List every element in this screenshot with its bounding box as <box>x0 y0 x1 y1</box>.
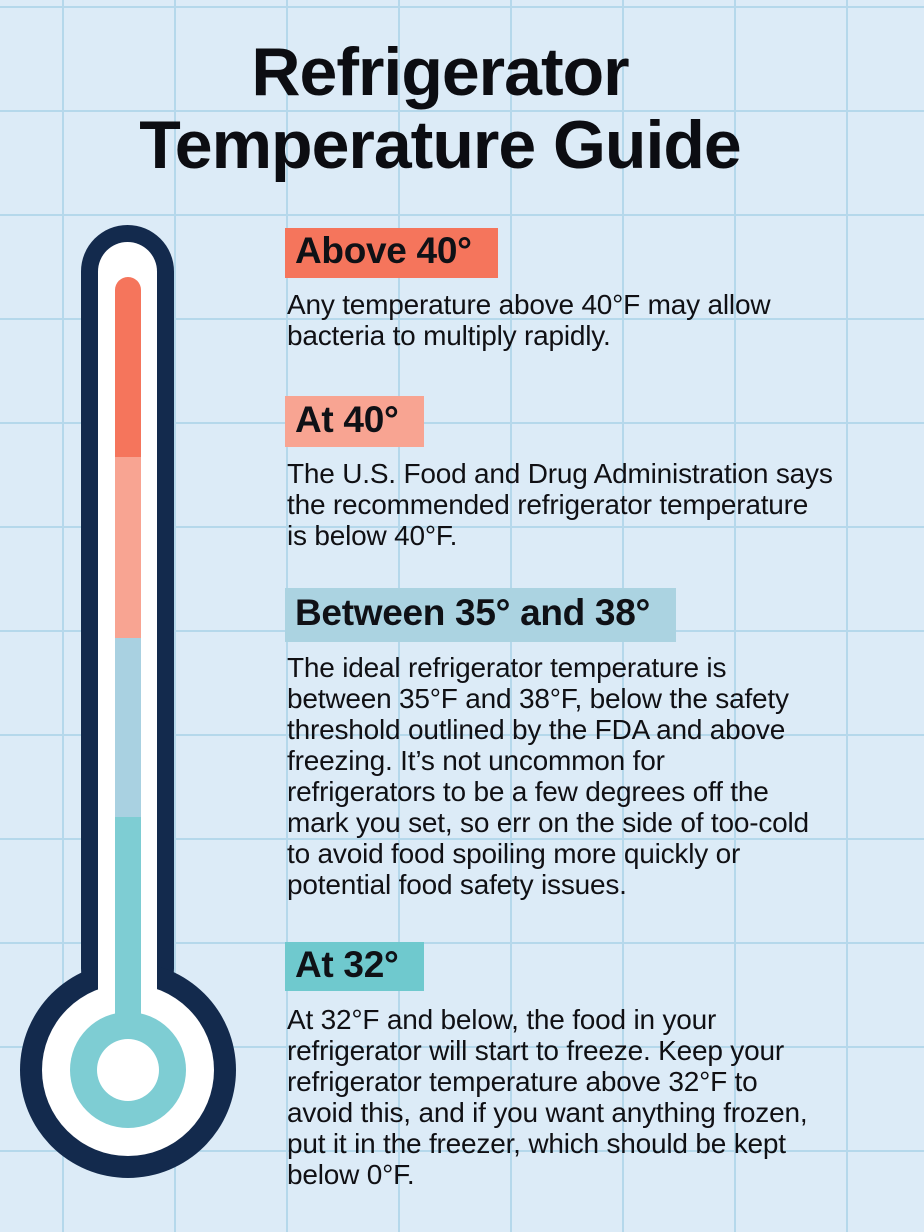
segment-at-32 <box>115 817 141 1042</box>
segment-between-35-38 <box>115 638 141 817</box>
thermometer-illustration <box>20 225 236 1178</box>
segment-above-40 <box>115 277 141 470</box>
section-body-text: Any temperature above 40°F may allow bac… <box>287 289 771 351</box>
section-body-text: At 32°F and below, the food in your refr… <box>287 1004 808 1190</box>
section-heading-badge: At 32° <box>285 942 425 991</box>
section-heading-badge: At 40° <box>285 396 425 447</box>
page-title: Refrigerator Temperature Guide <box>139 34 741 183</box>
section-body-text: The ideal refrigerator temperature is be… <box>287 652 809 900</box>
section-body-text: The U.S. Food and Drug Administration sa… <box>287 458 833 551</box>
section-heading-badge: Between 35° and 38° <box>285 588 676 642</box>
segment-at-40 <box>115 457 141 638</box>
bulb-center-hole <box>97 1039 159 1101</box>
section-heading-badge: Above 40° <box>285 228 498 278</box>
